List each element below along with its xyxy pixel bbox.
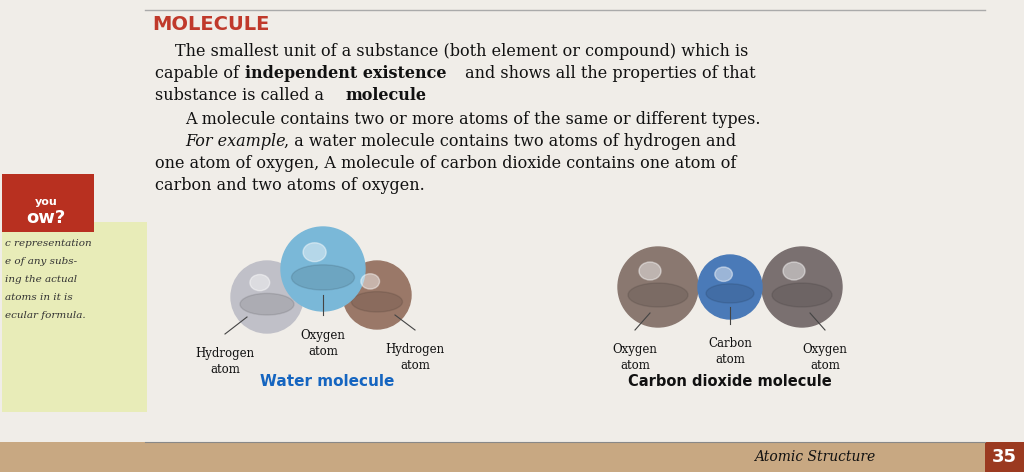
- Text: Oxygen
atom: Oxygen atom: [612, 343, 657, 372]
- Text: , a water molecule contains two atoms of hydrogen and: , a water molecule contains two atoms of…: [284, 134, 736, 151]
- Ellipse shape: [351, 292, 402, 312]
- Circle shape: [698, 255, 762, 319]
- FancyBboxPatch shape: [0, 0, 145, 444]
- Text: ow?: ow?: [27, 209, 66, 227]
- Text: ing the actual: ing the actual: [5, 276, 77, 285]
- Text: Atomic Structure: Atomic Structure: [754, 450, 874, 464]
- Text: 35: 35: [991, 448, 1017, 466]
- Text: .: .: [420, 87, 425, 104]
- Text: capable of: capable of: [155, 66, 244, 83]
- Text: c representation: c representation: [5, 239, 91, 248]
- Text: For example: For example: [185, 134, 286, 151]
- Ellipse shape: [303, 243, 327, 261]
- FancyBboxPatch shape: [0, 442, 1024, 472]
- Ellipse shape: [639, 262, 662, 280]
- Text: independent existence: independent existence: [245, 66, 446, 83]
- Text: atoms in it is: atoms in it is: [5, 294, 73, 303]
- Circle shape: [618, 247, 698, 327]
- Text: The smallest unit of a substance (both element or compound) which is: The smallest unit of a substance (both e…: [175, 43, 749, 60]
- Ellipse shape: [772, 283, 831, 307]
- Ellipse shape: [783, 262, 805, 280]
- Ellipse shape: [240, 294, 294, 315]
- Text: Carbon
atom: Carbon atom: [708, 337, 752, 366]
- FancyBboxPatch shape: [0, 0, 1024, 444]
- Ellipse shape: [715, 267, 732, 281]
- Text: Carbon dioxide molecule: Carbon dioxide molecule: [628, 374, 831, 389]
- Circle shape: [343, 261, 411, 329]
- Text: molecule: molecule: [345, 87, 426, 104]
- Text: ecular formula.: ecular formula.: [5, 312, 86, 320]
- FancyBboxPatch shape: [2, 222, 147, 412]
- Circle shape: [762, 247, 842, 327]
- Ellipse shape: [250, 275, 269, 291]
- Text: MOLECULE: MOLECULE: [152, 15, 269, 34]
- Text: A molecule contains two or more atoms of the same or different types.: A molecule contains two or more atoms of…: [185, 111, 761, 128]
- Ellipse shape: [360, 274, 380, 289]
- Circle shape: [281, 227, 365, 311]
- Text: one atom of oxygen, A molecule of carbon dioxide contains one atom of: one atom of oxygen, A molecule of carbon…: [155, 155, 736, 172]
- Text: carbon and two atoms of oxygen.: carbon and two atoms of oxygen.: [155, 177, 425, 194]
- Text: Oxygen
atom: Oxygen atom: [301, 329, 345, 358]
- Circle shape: [231, 261, 303, 333]
- Text: substance is called a: substance is called a: [155, 87, 329, 104]
- Ellipse shape: [706, 284, 754, 303]
- Text: you: you: [35, 197, 57, 207]
- Text: and shows all the properties of that: and shows all the properties of that: [460, 66, 756, 83]
- Ellipse shape: [292, 265, 354, 290]
- FancyBboxPatch shape: [2, 174, 94, 232]
- Text: Oxygen
atom: Oxygen atom: [803, 343, 848, 372]
- Text: e of any subs-: e of any subs-: [5, 258, 77, 267]
- FancyBboxPatch shape: [985, 442, 1024, 472]
- Text: Water molecule: Water molecule: [260, 374, 394, 389]
- Text: Hydrogen
atom: Hydrogen atom: [196, 347, 255, 376]
- Ellipse shape: [628, 283, 688, 307]
- Text: Hydrogen
atom: Hydrogen atom: [385, 343, 444, 372]
